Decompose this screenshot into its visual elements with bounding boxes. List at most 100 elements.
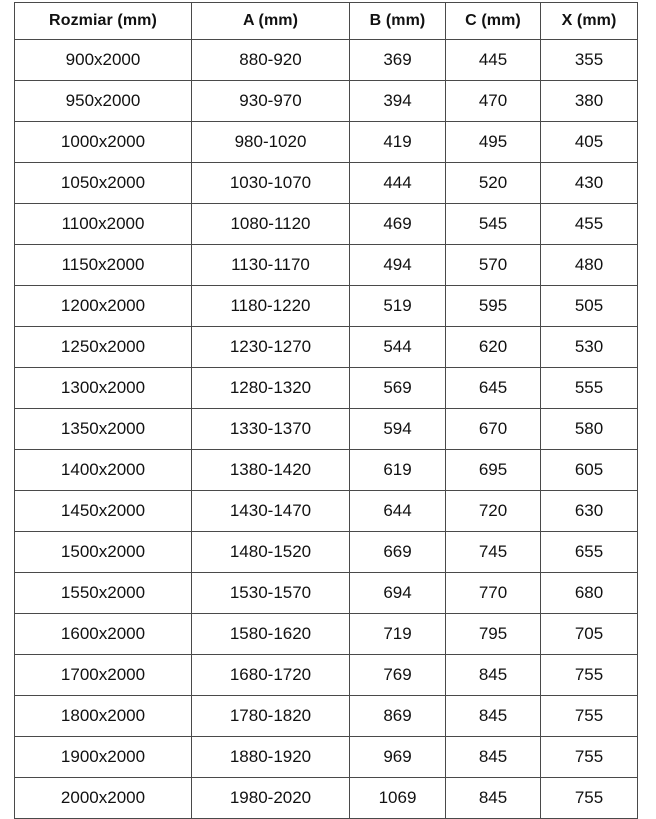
cell-c: 845 [445, 777, 541, 819]
cell-a: 1580-1620 [191, 613, 350, 655]
cell-x: 505 [540, 285, 638, 327]
cell-a: 1230-1270 [191, 326, 350, 368]
cell-size: 1200x2000 [14, 285, 192, 327]
table-header: Rozmiar (mm) A (mm) B (mm) C (mm) X (mm) [14, 2, 638, 40]
cell-a: 1280-1320 [191, 367, 350, 409]
cell-b: 594 [349, 408, 446, 450]
cell-b: 619 [349, 449, 446, 491]
table-row: 1800x2000 1780-1820 869 845 755 [14, 695, 638, 737]
cell-x: 580 [540, 408, 638, 450]
cell-a: 880-920 [191, 39, 350, 81]
cell-b: 769 [349, 654, 446, 696]
cell-a: 1130-1170 [191, 244, 350, 286]
cell-b: 1069 [349, 777, 446, 819]
cell-b: 494 [349, 244, 446, 286]
table-row: 1550x2000 1530-1570 694 770 680 [14, 572, 638, 614]
cell-x: 755 [540, 736, 638, 778]
cell-c: 445 [445, 39, 541, 81]
cell-size: 1000x2000 [14, 121, 192, 163]
table-row: 1150x2000 1130-1170 494 570 480 [14, 244, 638, 286]
cell-size: 1150x2000 [14, 244, 192, 286]
cell-b: 544 [349, 326, 446, 368]
cell-x: 755 [540, 654, 638, 696]
table-row: 1100x2000 1080-1120 469 545 455 [14, 203, 638, 245]
cell-b: 419 [349, 121, 446, 163]
cell-b: 394 [349, 80, 446, 122]
table-row: 1400x2000 1380-1420 619 695 605 [14, 449, 638, 491]
column-header-size: Rozmiar (mm) [14, 2, 192, 40]
cell-a: 1880-1920 [191, 736, 350, 778]
cell-size: 1350x2000 [14, 408, 192, 450]
table-row: 1050x2000 1030-1070 444 520 430 [14, 162, 638, 204]
cell-size: 1400x2000 [14, 449, 192, 491]
cell-a: 1780-1820 [191, 695, 350, 737]
cell-c: 845 [445, 654, 541, 696]
cell-c: 845 [445, 695, 541, 737]
specification-table-container: Rozmiar (mm) A (mm) B (mm) C (mm) X (mm) 900… [14, 2, 638, 819]
cell-c: 670 [445, 408, 541, 450]
cell-size: 1100x2000 [14, 203, 192, 245]
cell-a: 1180-1220 [191, 285, 350, 327]
cell-c: 595 [445, 285, 541, 327]
dimensions-table: Rozmiar (mm) A (mm) B (mm) C (mm) X (mm) 900… [14, 2, 638, 819]
table-row: 2000x2000 1980-2020 1069 845 755 [14, 777, 638, 819]
cell-a: 1330-1370 [191, 408, 350, 450]
cell-a: 1030-1070 [191, 162, 350, 204]
cell-c: 520 [445, 162, 541, 204]
cell-size: 1600x2000 [14, 613, 192, 655]
cell-b: 669 [349, 531, 446, 573]
cell-a: 1480-1520 [191, 531, 350, 573]
cell-x: 405 [540, 121, 638, 163]
table-row: 1500x2000 1480-1520 669 745 655 [14, 531, 638, 573]
column-header-b: B (mm) [349, 2, 446, 40]
cell-x: 380 [540, 80, 638, 122]
table-row: 1600x2000 1580-1620 719 795 705 [14, 613, 638, 655]
cell-c: 470 [445, 80, 541, 122]
table-row: 900x2000 880-920 369 445 355 [14, 39, 638, 81]
cell-x: 755 [540, 777, 638, 819]
cell-x: 430 [540, 162, 638, 204]
table-row: 950x2000 930-970 394 470 380 [14, 80, 638, 122]
cell-b: 719 [349, 613, 446, 655]
cell-c: 645 [445, 367, 541, 409]
cell-size: 1700x2000 [14, 654, 192, 696]
cell-c: 695 [445, 449, 541, 491]
cell-x: 630 [540, 490, 638, 532]
cell-a: 1380-1420 [191, 449, 350, 491]
table-body: 900x2000 880-920 369 445 355 950x2000 930-970 3… [14, 39, 638, 819]
cell-a: 1980-2020 [191, 777, 350, 819]
cell-size: 1800x2000 [14, 695, 192, 737]
table-row: 1900x2000 1880-1920 969 845 755 [14, 736, 638, 778]
cell-size: 1050x2000 [14, 162, 192, 204]
cell-size: 1550x2000 [14, 572, 192, 614]
column-header-c: C (mm) [445, 2, 541, 40]
column-header-a: A (mm) [191, 2, 350, 40]
cell-size: 900x2000 [14, 39, 192, 81]
cell-size: 950x2000 [14, 80, 192, 122]
cell-c: 495 [445, 121, 541, 163]
cell-b: 969 [349, 736, 446, 778]
cell-b: 644 [349, 490, 446, 532]
cell-c: 795 [445, 613, 541, 655]
cell-b: 694 [349, 572, 446, 614]
cell-x: 705 [540, 613, 638, 655]
cell-c: 845 [445, 736, 541, 778]
table-row: 1250x2000 1230-1270 544 620 530 [14, 326, 638, 368]
table-row: 1300x2000 1280-1320 569 645 555 [14, 367, 638, 409]
column-header-x: X (mm) [540, 2, 638, 40]
cell-a: 980-1020 [191, 121, 350, 163]
cell-x: 605 [540, 449, 638, 491]
cell-size: 1250x2000 [14, 326, 192, 368]
cell-a: 1430-1470 [191, 490, 350, 532]
cell-b: 869 [349, 695, 446, 737]
cell-b: 369 [349, 39, 446, 81]
table-row: 1200x2000 1180-1220 519 595 505 [14, 285, 638, 327]
cell-x: 355 [540, 39, 638, 81]
table-row: 1000x2000 980-1020 419 495 405 [14, 121, 638, 163]
cell-a: 930-970 [191, 80, 350, 122]
cell-x: 680 [540, 572, 638, 614]
cell-b: 519 [349, 285, 446, 327]
cell-size: 1300x2000 [14, 367, 192, 409]
cell-c: 720 [445, 490, 541, 532]
cell-b: 569 [349, 367, 446, 409]
